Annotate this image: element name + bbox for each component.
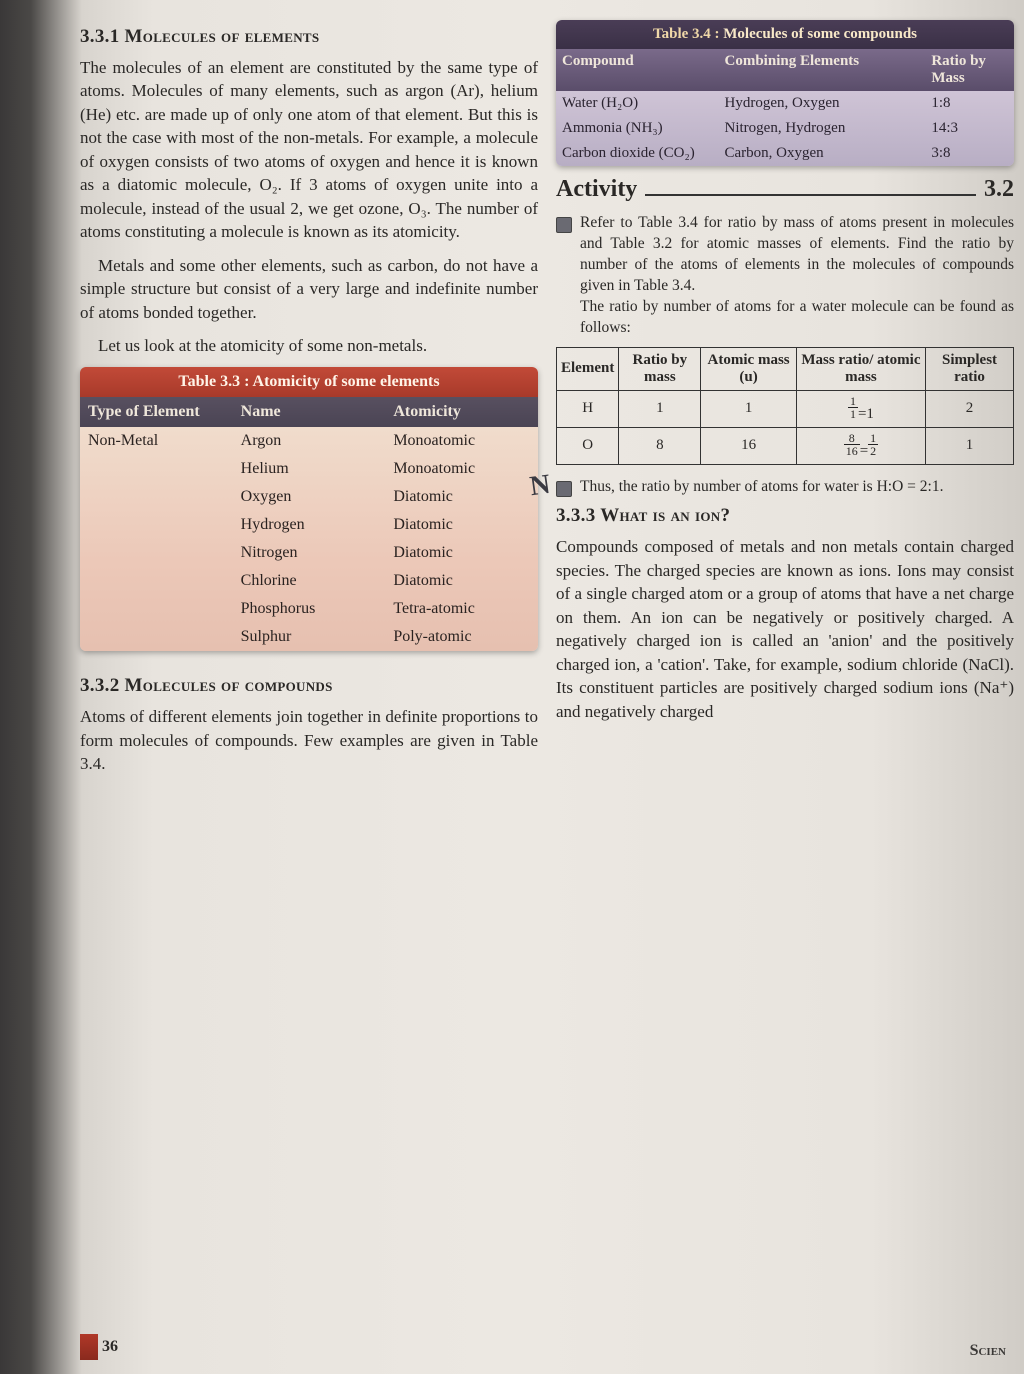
table-33-title-a: Table 3.3 : (178, 373, 249, 390)
heading-332: 3.3.2 Molecules of compounds (80, 675, 538, 697)
table-row: HeliumMonoatomic (80, 455, 538, 483)
table-33: Table 3.3 : Atomicity of some elements T… (80, 367, 538, 651)
table-row: Carbon dioxide (CO₂)Carbon, Oxygen3:8 (556, 141, 1014, 166)
para-331-1: The molecules of an element are constitu… (80, 56, 538, 244)
table-33-h2: Atomicity (385, 397, 538, 427)
table-row: Water (H₂O)Hydrogen, Oxygen1:8 (556, 91, 1014, 116)
activity-text-1: Refer to Table 3.4 for ratio by mass of … (580, 213, 1014, 297)
activity-heading: Activity 3.2 (556, 176, 1014, 203)
table-34-h1: Combining Elements (719, 49, 926, 91)
conclusion-text: Thus, the ratio by number of atoms for w… (580, 477, 943, 498)
table-33-title-b: Atomicity of some elements (253, 373, 440, 390)
para-332: Atoms of different elements join togethe… (80, 705, 538, 775)
pencil-annotation: N (528, 469, 552, 504)
table-row: ChlorineDiatomic (80, 567, 538, 595)
table-row: OxygenDiatomic (80, 483, 538, 511)
para-331-2: Metals and some other elements, such as … (80, 254, 538, 324)
bullet-icon (556, 481, 572, 497)
table-34-title-b: Molecules of some compounds (723, 26, 917, 42)
table-34: Table 3.4 : Molecules of some compounds … (556, 20, 1014, 166)
table-row: Non-MetalArgonMonoatomic (80, 427, 538, 455)
table-34-title-a: Table 3.4 : (653, 26, 720, 42)
table-33-h1: Name (233, 397, 386, 427)
table-row: HydrogenDiatomic (80, 511, 538, 539)
footer-right: Scien (970, 1342, 1006, 1360)
table-34-h0: Compound (556, 49, 719, 91)
heading-333: 3.3.3 What is an ion? (556, 505, 1014, 527)
table-row: PhosphorusTetra-atomic (80, 595, 538, 623)
para-333: Compounds composed of metals and non met… (556, 535, 1014, 723)
table-row: SulphurPoly-atomic (80, 623, 538, 651)
heading-331: 3.3.1 Molecules of elements (80, 26, 538, 48)
table-row: H1111=12 (557, 390, 1014, 427)
table-row: NitrogenDiatomic (80, 539, 538, 567)
table-34-h2: Ratio by Mass (925, 49, 1014, 91)
para-331-3: Let us look at the atomicity of some non… (80, 334, 538, 357)
table-row: O816816=121 (557, 427, 1014, 464)
page-number: 36 (80, 1334, 118, 1360)
table-33-h0: Type of Element (80, 397, 233, 427)
calc-table: ElementRatio by massAtomic mass (u)Mass … (556, 347, 1014, 465)
bullet-icon (556, 217, 572, 233)
activity-number: 3.2 (984, 176, 1014, 203)
activity-text-2: The ratio by number of atoms for a water… (580, 297, 1014, 339)
table-row: Ammonia (NH₃)Nitrogen, Hydrogen14:3 (556, 116, 1014, 141)
activity-label: Activity (556, 176, 637, 203)
